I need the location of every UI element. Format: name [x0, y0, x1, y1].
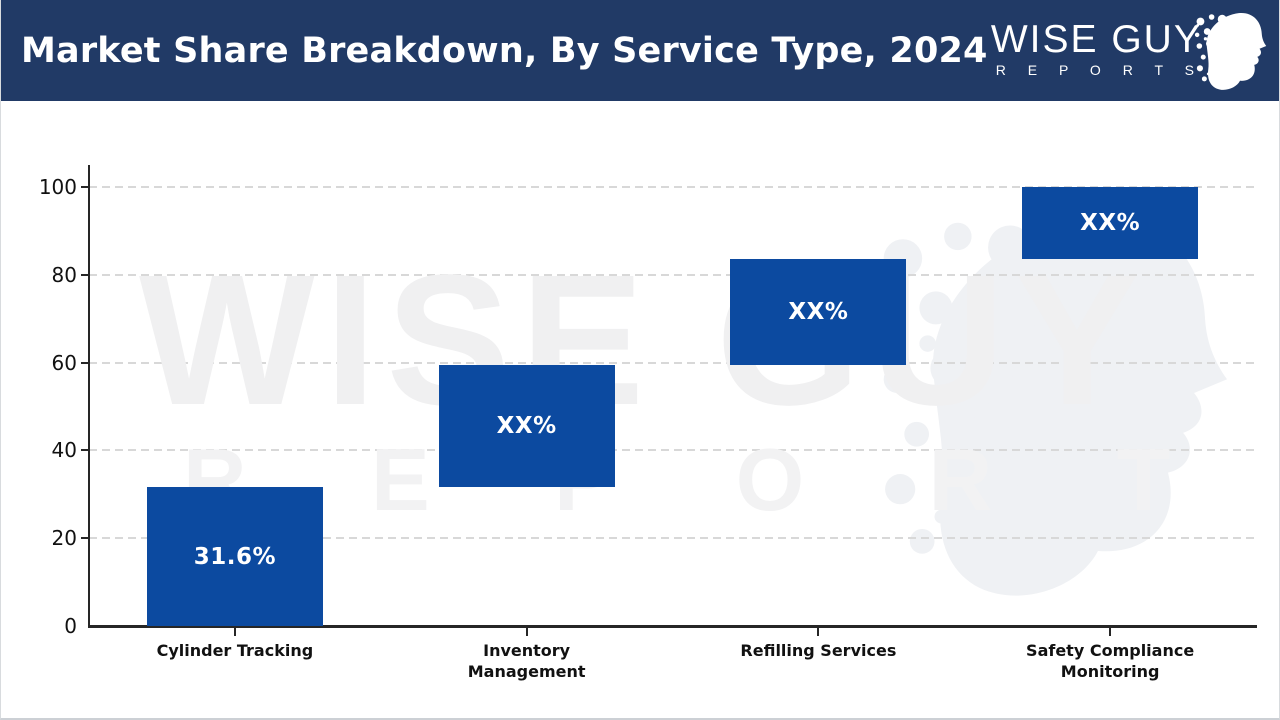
x-tick-mark — [525, 628, 528, 636]
y-tick-label: 20 — [51, 526, 77, 551]
x-category-label: Cylinder Tracking — [156, 641, 314, 660]
logo-head-icon — [1194, 13, 1267, 90]
x-tick-mark — [233, 628, 236, 636]
bar-segment: XX% — [1022, 187, 1199, 259]
watermark-text-line1: WISE GUY — [139, 237, 1150, 444]
x-tick-mark — [1109, 628, 1112, 636]
y-tick-label: 60 — [51, 350, 77, 375]
x-category-label: Safety Compliance Monitoring — [1026, 641, 1195, 681]
logo-subtitle: R E P O R T S — [995, 62, 1203, 78]
gridline — [89, 537, 1254, 540]
y-tick-label: 0 — [64, 614, 77, 638]
bar-segment: 31.6% — [146, 487, 323, 626]
x-category-label: Refilling Services — [740, 641, 897, 660]
y-tick-mark — [81, 537, 89, 540]
x-tick-mark — [817, 628, 820, 636]
logo-wordmark: WISE GUY — [990, 18, 1202, 61]
bar-value-label: XX% — [788, 298, 849, 325]
y-tick-label: 80 — [51, 262, 77, 287]
gridline — [89, 186, 1254, 188]
bar-segment: XX% — [438, 364, 615, 488]
watermark-text-line2: R E P O R T S — [183, 430, 1279, 529]
gridline — [89, 273, 1254, 276]
wise-guy-logo: WISE GUY R E P O R T S — [991, 7, 1269, 95]
x-axis-line — [88, 625, 1257, 628]
gridline — [89, 449, 1254, 452]
bar-value-label: 31.6% — [193, 543, 277, 570]
bar-segment: XX% — [730, 258, 907, 365]
y-tick-mark — [81, 273, 89, 276]
bar-value-label: XX% — [496, 413, 557, 440]
y-tick-mark — [81, 361, 89, 364]
y-axis-line — [88, 165, 90, 628]
y-tick-mark — [81, 449, 89, 452]
y-tick-label: 100 — [38, 175, 77, 199]
y-tick-label: 40 — [51, 438, 77, 463]
gridline — [89, 361, 1254, 364]
header-bar: Market Share Breakdown, By Service Type,… — [1, 0, 1279, 101]
x-category-label: Inventory Management — [467, 641, 586, 681]
bar-value-label: XX% — [1080, 209, 1141, 236]
page-title: Market Share Breakdown, By Service Type,… — [21, 30, 988, 71]
y-tick-mark — [81, 186, 89, 188]
